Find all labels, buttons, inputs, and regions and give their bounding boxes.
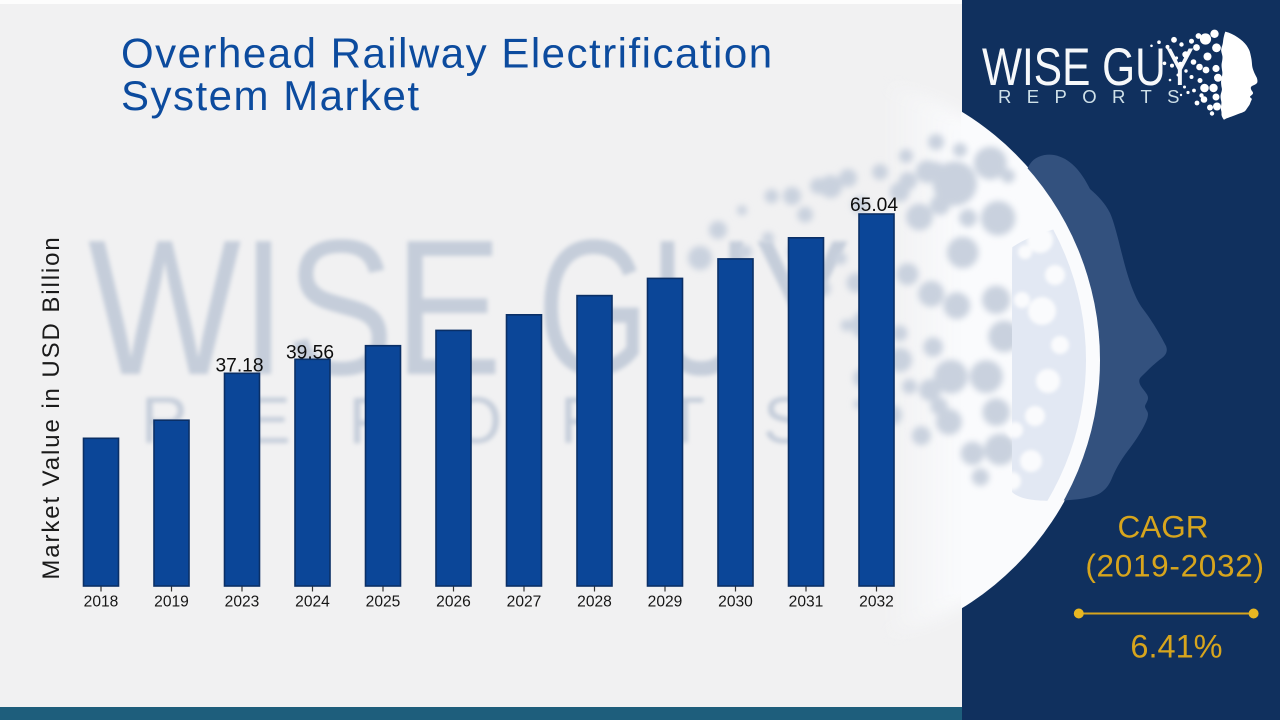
- svg-text:2031: 2031: [789, 594, 824, 611]
- svg-text:(2019-2032): (2019-2032): [1085, 547, 1264, 583]
- svg-text:2028: 2028: [577, 594, 612, 611]
- svg-text:2026: 2026: [436, 594, 471, 611]
- svg-text:REPORTS: REPORTS: [998, 86, 1195, 107]
- svg-text:39.56: 39.56: [286, 343, 334, 364]
- svg-text:2027: 2027: [507, 594, 542, 611]
- svg-text:6.41%: 6.41%: [1130, 629, 1222, 665]
- svg-text:37.18: 37.18: [215, 356, 263, 377]
- svg-text:2019: 2019: [154, 594, 189, 611]
- svg-text:2024: 2024: [295, 594, 330, 611]
- svg-text:2025: 2025: [366, 594, 401, 611]
- svg-text:65.04: 65.04: [850, 195, 898, 216]
- svg-text:System Market: System Market: [121, 72, 421, 119]
- svg-text:2029: 2029: [648, 594, 683, 611]
- svg-text:2032: 2032: [859, 594, 894, 611]
- svg-text:CAGR: CAGR: [1117, 508, 1208, 544]
- svg-text:WISE GUY: WISE GUY: [982, 39, 1194, 98]
- svg-text:Overhead Railway Electrificati: Overhead Railway Electrification: [121, 29, 774, 76]
- svg-text:2030: 2030: [718, 594, 753, 611]
- svg-text:2023: 2023: [225, 594, 260, 611]
- svg-text:2018: 2018: [84, 594, 119, 611]
- svg-text:Market Value in USD Billion: Market Value in USD Billion: [38, 235, 65, 579]
